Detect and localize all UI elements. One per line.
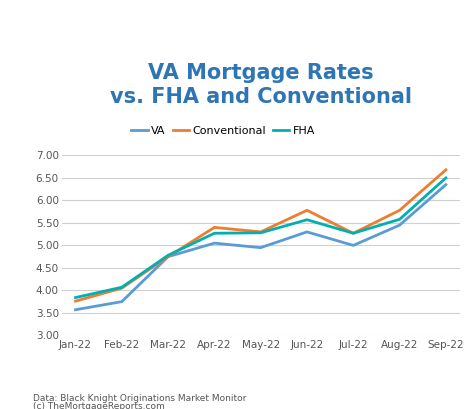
Line: Conventional: Conventional — [75, 170, 446, 301]
Conventional — [304, 208, 310, 213]
VA — [211, 240, 217, 245]
Conventional — [397, 208, 402, 213]
FHA — [119, 285, 125, 290]
Legend: VA, Conventional, FHA: VA, Conventional, FHA — [127, 121, 319, 140]
Conventional — [165, 254, 171, 259]
FHA — [258, 230, 264, 235]
FHA — [304, 217, 310, 222]
Text: Data: Black Knight Originations Market Monitor: Data: Black Knight Originations Market M… — [33, 394, 246, 403]
VA — [258, 245, 264, 250]
FHA — [350, 231, 356, 236]
FHA — [73, 295, 78, 300]
VA — [73, 307, 78, 312]
VA — [165, 254, 171, 259]
Conventional — [350, 231, 356, 236]
VA — [304, 229, 310, 234]
Line: VA: VA — [75, 185, 446, 310]
FHA — [211, 231, 217, 236]
Conventional — [258, 229, 264, 234]
Conventional — [73, 299, 78, 303]
VA — [397, 222, 402, 227]
VA — [350, 243, 356, 248]
Title: VA Mortgage Rates
vs. FHA and Conventional: VA Mortgage Rates vs. FHA and Convention… — [109, 63, 412, 107]
Line: FHA: FHA — [75, 178, 446, 298]
Conventional — [119, 286, 125, 291]
VA — [443, 182, 449, 187]
Conventional — [443, 167, 449, 172]
Text: (c) TheMortgageReports.com: (c) TheMortgageReports.com — [33, 402, 165, 409]
FHA — [443, 175, 449, 180]
Conventional — [211, 225, 217, 230]
VA — [119, 299, 125, 304]
FHA — [165, 253, 171, 258]
FHA — [397, 217, 402, 222]
